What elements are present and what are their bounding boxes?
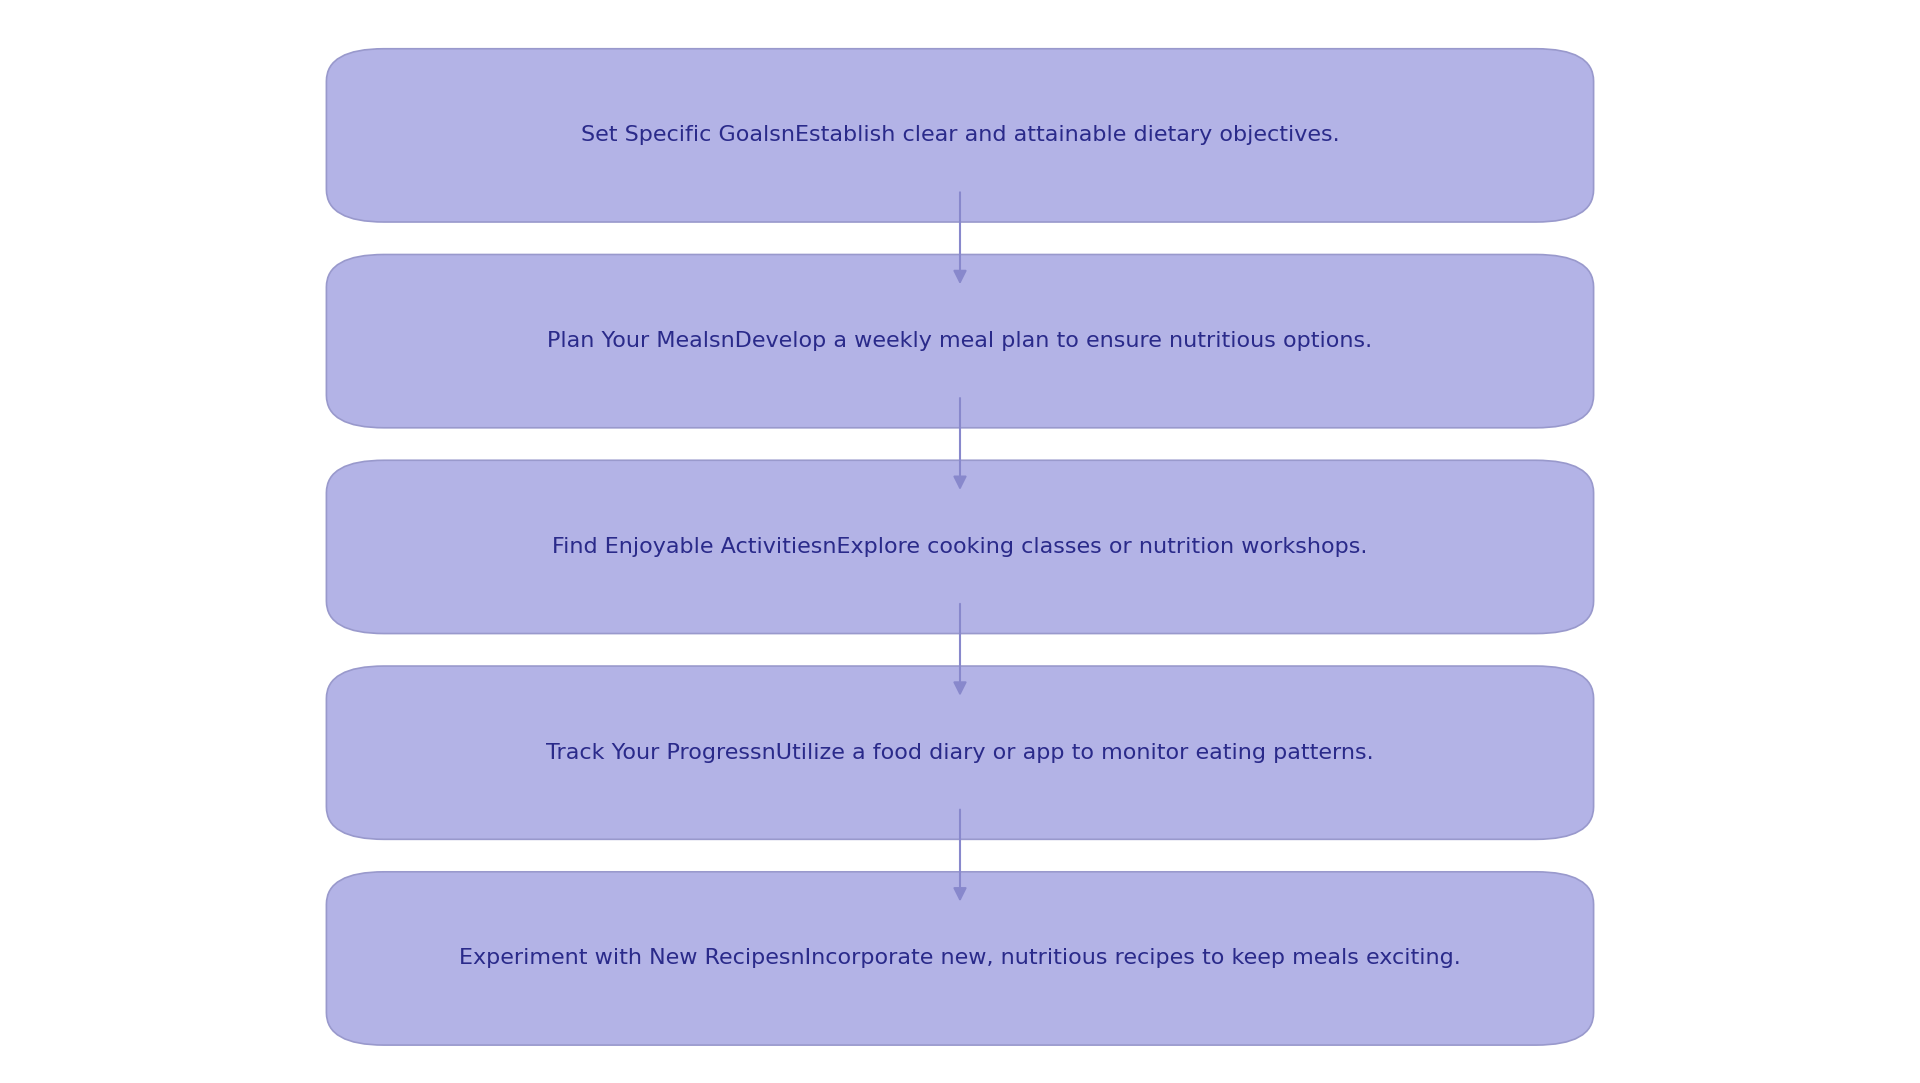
Text: Find Enjoyable ActivitiesnExplore cooking classes or nutrition workshops.: Find Enjoyable ActivitiesnExplore cookin… <box>553 537 1367 557</box>
FancyBboxPatch shape <box>326 460 1594 634</box>
FancyBboxPatch shape <box>326 666 1594 839</box>
FancyBboxPatch shape <box>326 872 1594 1045</box>
Text: Track Your ProgressnUtilize a food diary or app to monitor eating patterns.: Track Your ProgressnUtilize a food diary… <box>545 743 1375 762</box>
FancyBboxPatch shape <box>326 49 1594 222</box>
Text: Plan Your MealsnDevelop a weekly meal plan to ensure nutritious options.: Plan Your MealsnDevelop a weekly meal pl… <box>547 331 1373 351</box>
Text: Experiment with New RecipesnIncorporate new, nutritious recipes to keep meals ex: Experiment with New RecipesnIncorporate … <box>459 949 1461 968</box>
Text: Set Specific GoalsnEstablish clear and attainable dietary objectives.: Set Specific GoalsnEstablish clear and a… <box>580 126 1340 145</box>
FancyBboxPatch shape <box>326 255 1594 428</box>
